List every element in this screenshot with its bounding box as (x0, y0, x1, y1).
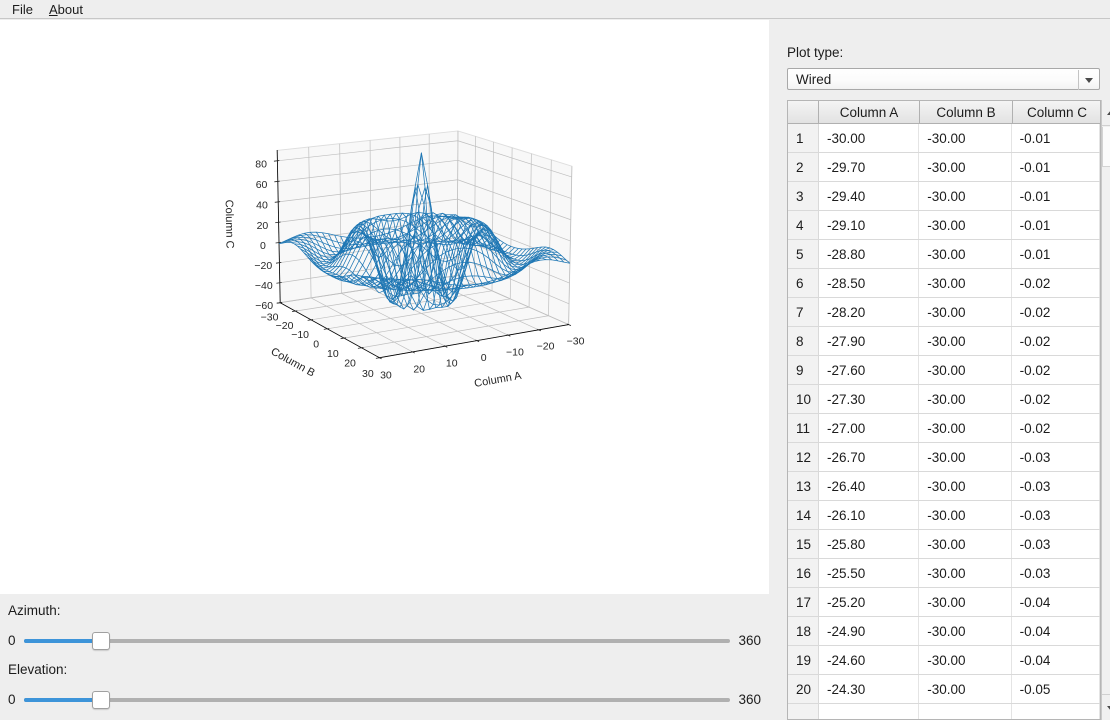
svg-text:20: 20 (413, 363, 425, 375)
svg-text:−40: −40 (255, 280, 273, 292)
svg-text:Column B: Column B (269, 346, 317, 380)
svg-text:−10: −10 (506, 346, 524, 358)
svg-text:40: 40 (256, 200, 268, 212)
svg-text:−20: −20 (537, 341, 555, 353)
svg-text:−60: −60 (255, 300, 273, 312)
svg-text:0: 0 (481, 352, 487, 364)
svg-text:−10: −10 (291, 329, 309, 341)
svg-text:0: 0 (313, 338, 319, 350)
svg-text:30: 30 (362, 368, 374, 380)
svg-text:20: 20 (344, 358, 356, 370)
svg-text:10: 10 (446, 358, 458, 370)
svg-text:0: 0 (260, 240, 266, 252)
svg-text:10: 10 (327, 348, 339, 360)
svg-text:30: 30 (380, 369, 392, 381)
svg-text:−20: −20 (254, 260, 272, 272)
svg-text:80: 80 (255, 159, 267, 171)
svg-text:−30: −30 (567, 335, 585, 347)
svg-text:Column C: Column C (223, 200, 236, 249)
svg-text:20: 20 (257, 220, 269, 232)
svg-text:60: 60 (256, 179, 268, 191)
svg-text:Column A: Column A (473, 370, 523, 390)
